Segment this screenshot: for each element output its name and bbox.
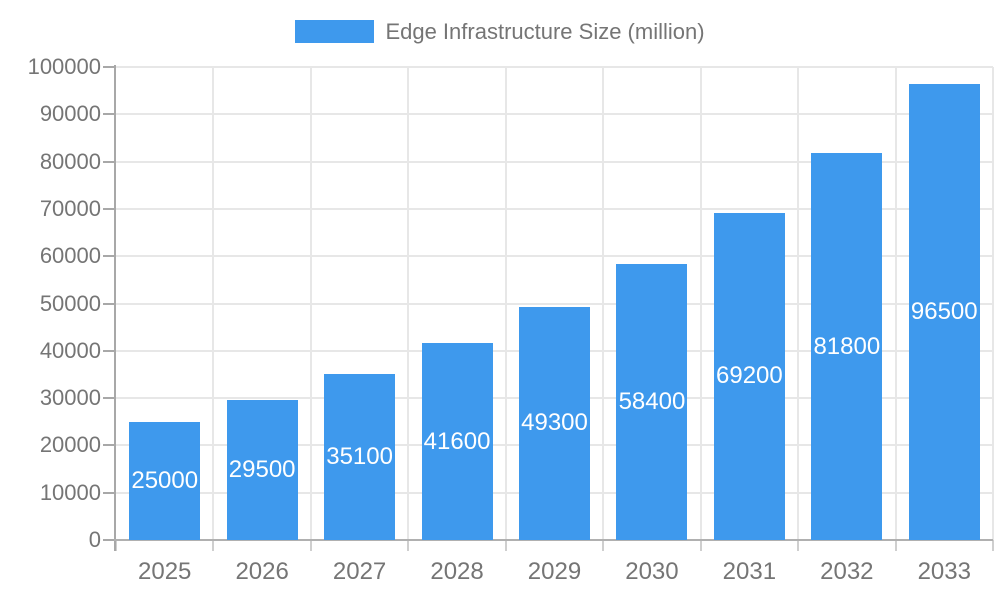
v-gridline (212, 67, 215, 540)
legend-label: Edge Infrastructure Size (million) (385, 19, 705, 44)
y-tick-mark (103, 302, 114, 305)
bar-value-label: 41600 (423, 427, 491, 455)
bar-value-label: 49300 (521, 409, 588, 437)
legend-item[interactable]: Edge Infrastructure Size (million) (0, 19, 1000, 44)
v-gridline (309, 67, 312, 540)
y-tick-label: 20000 (39, 432, 101, 458)
y-tick-mark (103, 160, 114, 163)
bar-value-label: 29500 (228, 456, 296, 484)
v-gridline (504, 67, 507, 540)
y-tick-mark (103, 539, 114, 541)
y-tick-label: 30000 (39, 385, 101, 411)
legend-swatch (295, 20, 375, 43)
bar[interactable]: 35100 (324, 373, 396, 540)
x-tick-mark (309, 540, 312, 551)
bar[interactable]: 41600 (421, 343, 493, 540)
bar[interactable]: 58400 (616, 263, 688, 540)
h-gridline (116, 255, 993, 258)
x-tick-mark (115, 540, 117, 551)
bar[interactable]: 81800 (811, 153, 883, 540)
h-gridline (116, 207, 993, 210)
x-tick-label: 2029 (527, 558, 582, 585)
x-tick-mark (992, 540, 994, 551)
x-tick-mark (699, 540, 702, 551)
v-gridline (797, 67, 800, 540)
y-tick-label: 80000 (39, 148, 101, 174)
y-tick-mark (103, 491, 114, 494)
x-tick-label: 2027 (332, 558, 387, 585)
y-tick-mark (103, 113, 114, 116)
x-tick-mark (602, 540, 605, 551)
x-tick-label: 2033 (917, 558, 971, 585)
y-tick-label: 50000 (39, 290, 101, 316)
bar[interactable]: 25000 (129, 421, 201, 540)
y-tick-mark (103, 444, 114, 447)
v-gridline (407, 67, 410, 540)
h-gridline (116, 160, 993, 163)
h-gridline (116, 66, 993, 68)
y-tick-mark (103, 349, 114, 352)
x-tick-mark (407, 540, 410, 551)
x-axis-line (114, 539, 993, 541)
bar-value-label: 96500 (910, 297, 978, 325)
bar-value-label: 69200 (716, 362, 783, 390)
bar[interactable]: 49300 (519, 306, 590, 540)
bar-value-label: 81800 (813, 332, 881, 360)
x-tick-label: 2030 (625, 558, 679, 585)
y-tick-label: 70000 (39, 195, 101, 221)
v-gridline (894, 67, 897, 540)
v-gridline (992, 67, 994, 540)
y-tick-mark (103, 397, 114, 400)
bar[interactable]: 69200 (713, 212, 785, 540)
bar-value-label: 25000 (131, 466, 199, 494)
x-tick-label: 2028 (430, 558, 484, 585)
y-tick-mark (103, 255, 114, 258)
bar[interactable]: 96500 (908, 83, 980, 540)
x-tick-mark (504, 540, 507, 551)
x-tick-label: 2025 (138, 558, 192, 585)
y-tick-label: 90000 (39, 101, 101, 127)
x-tick-label: 2032 (820, 558, 874, 585)
y-axis-line (114, 65, 116, 551)
h-gridline (116, 113, 993, 116)
bar[interactable]: 29500 (226, 400, 298, 540)
v-gridline (602, 67, 605, 540)
bar-value-label: 58400 (618, 387, 686, 415)
y-tick-label: 60000 (39, 243, 101, 269)
v-gridline (699, 67, 702, 540)
h-gridline (116, 302, 993, 305)
y-tick-label: 0 (88, 527, 101, 552)
x-tick-label: 2026 (235, 558, 289, 585)
x-tick-mark (797, 540, 800, 551)
y-tick-label: 40000 (39, 337, 101, 363)
y-tick-label: 100000 (27, 54, 101, 79)
x-tick-mark (894, 540, 897, 551)
y-tick-label: 10000 (39, 479, 101, 505)
y-tick-mark (103, 207, 114, 210)
y-tick-mark (103, 66, 114, 68)
x-tick-mark (212, 540, 215, 551)
bar-value-label: 35100 (326, 442, 393, 470)
x-tick-label: 2031 (722, 558, 777, 585)
